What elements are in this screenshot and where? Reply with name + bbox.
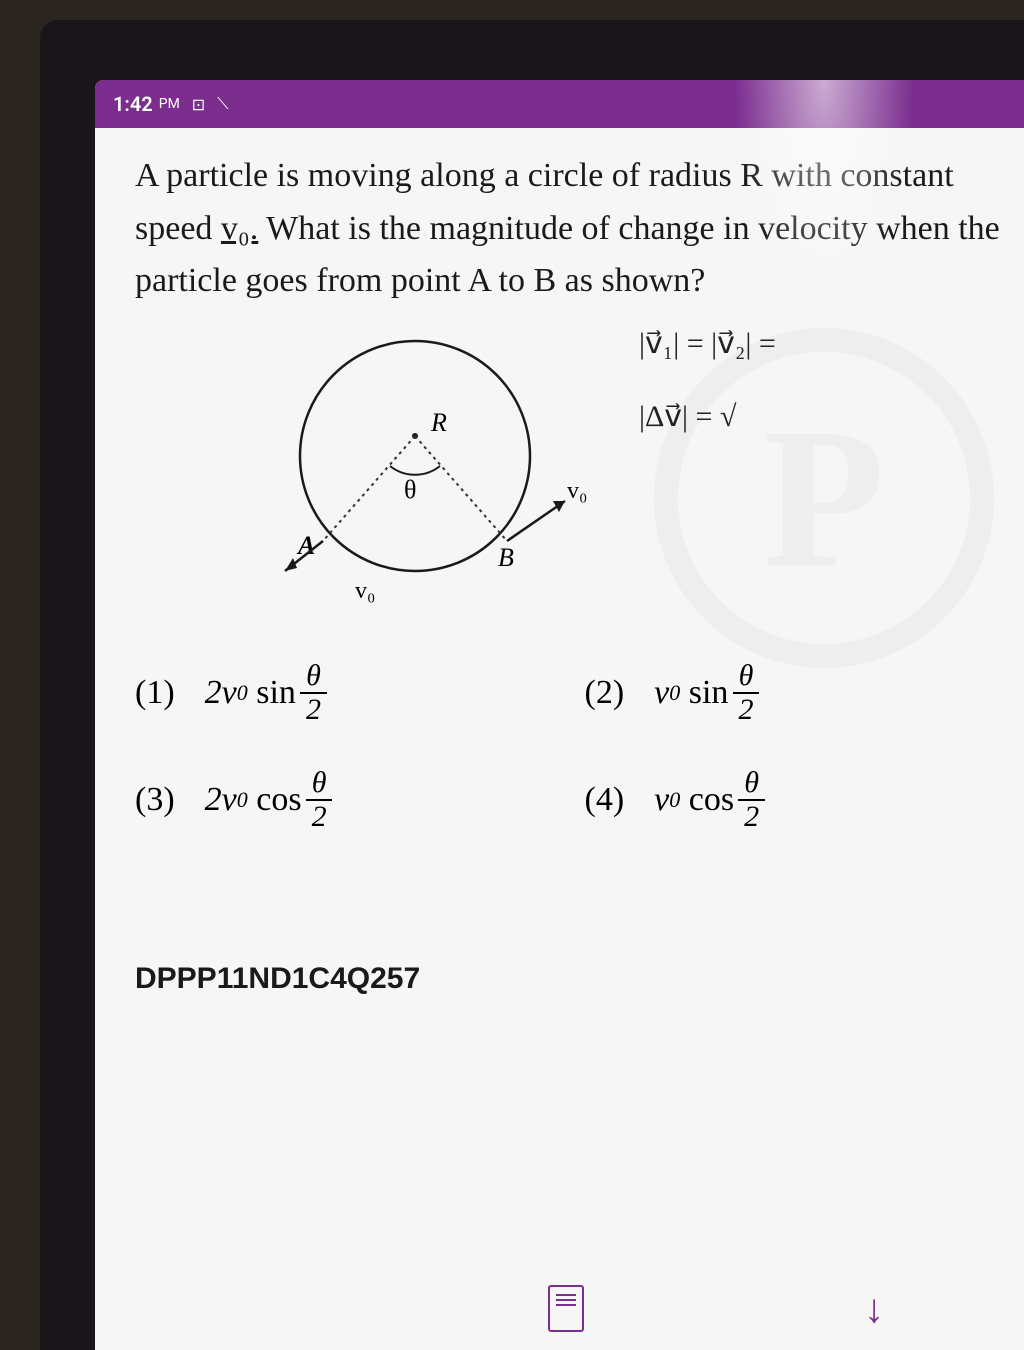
question-text: A particle is moving along a circle of r…: [135, 150, 1006, 308]
list-icon[interactable]: [548, 1285, 584, 1332]
option-1[interactable]: (1) 2v0 sin θ2: [135, 660, 557, 725]
question-underline: v₀.: [221, 210, 258, 247]
hw-line-1: |v⃗₁| = |v⃗₂| =: [639, 326, 776, 361]
option-num-1: (1): [135, 674, 175, 712]
circle-diagram: R θ A B v₀ v₀: [225, 326, 625, 626]
option-math-4: v0 cos θ2: [654, 767, 769, 832]
status-period: PM: [159, 96, 180, 112]
question-code: DPPP11ND1C4Q257: [135, 962, 1006, 996]
arrow-down-icon[interactable]: ↓: [864, 1285, 884, 1332]
content-area: P A particle is moving along a circle of…: [95, 128, 1024, 1350]
option-math-3: 2v0 cos θ2: [205, 767, 337, 832]
slash-icon: ⟍: [217, 94, 228, 114]
diagram-row: R θ A B v₀ v₀ |v⃗₁| = |: [135, 326, 1006, 626]
arrow-head-b: [553, 501, 565, 512]
status-time: 1:42: [113, 92, 153, 116]
center-label: R: [430, 408, 447, 437]
status-bar: 1:42 PM ⊡ ⟍: [95, 80, 1024, 128]
option-3[interactable]: (3) 2v0 cos θ2: [135, 767, 557, 832]
option-math-1: 2v0 sin θ2: [205, 660, 331, 725]
angle-arc: [390, 466, 440, 475]
velocity-label-b: v₀: [567, 478, 587, 504]
option-math-2: v0 sin θ2: [654, 660, 763, 725]
angle-label: θ: [404, 475, 416, 504]
hw-line-2: |Δv⃗| = √: [639, 399, 776, 434]
bottom-icons: ↓: [548, 1285, 884, 1332]
circle: [300, 341, 530, 571]
screenshot-icon: ⊡: [192, 95, 205, 114]
option-num-2: (2): [585, 674, 625, 712]
option-num-3: (3): [135, 781, 175, 819]
radius-b: [415, 436, 507, 541]
tablet-frame: 1:42 PM ⊡ ⟍ P A particle is moving along…: [40, 20, 1024, 1350]
radius-a: [323, 436, 415, 541]
screen: 1:42 PM ⊡ ⟍ P A particle is moving along…: [95, 80, 1024, 1350]
option-2[interactable]: (2) v0 sin θ2: [585, 660, 1007, 725]
option-num-4: (4): [585, 781, 625, 819]
handwritten-notes: |v⃗₁| = |v⃗₂| = |Δv⃗| = √: [639, 326, 776, 626]
question-after: What is the magnitude of change in veloc…: [135, 210, 1000, 300]
option-4[interactable]: (4) v0 cos θ2: [585, 767, 1007, 832]
point-b-label: B: [498, 543, 514, 572]
arrow-head-a: [285, 558, 297, 571]
velocity-label-a: v₀: [355, 578, 375, 604]
options-grid: (1) 2v0 sin θ2 (2) v0 sin θ2 (3): [135, 660, 1006, 832]
diagram-svg: R θ A B v₀ v₀: [225, 326, 625, 626]
